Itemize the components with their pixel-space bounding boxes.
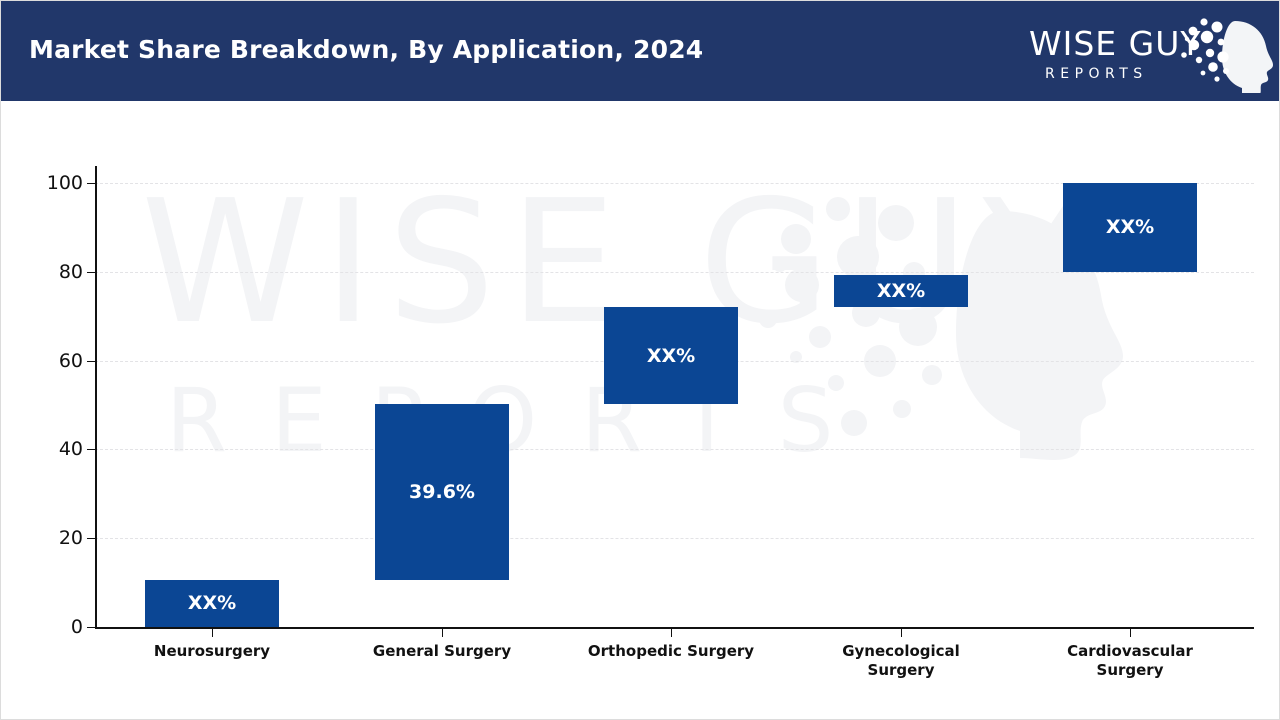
y-tick-label-20: 20	[58, 527, 83, 550]
y-axis-spine	[95, 166, 97, 629]
x-label-line: Surgery	[1096, 660, 1164, 679]
bar-gynecological-surgery[interactable]	[834, 275, 968, 308]
x-axis-spine	[95, 627, 1254, 629]
gridline-100	[95, 183, 1254, 184]
y-tick-label-40: 40	[58, 438, 83, 461]
gridline-20	[95, 538, 1254, 540]
x-tick-general-surgery	[442, 628, 443, 637]
y-tick-0	[87, 627, 96, 628]
bar-orthopedic-surgery[interactable]	[604, 307, 738, 404]
svg-text:WISE GUY: WISE GUY	[1029, 24, 1202, 63]
bar-label-cardiovascular-surgery: XX%	[1105, 216, 1155, 239]
y-tick-60	[87, 360, 96, 362]
bar-label-orthopedic-surgery: XX%	[646, 344, 696, 367]
header-band: Market Share Breakdown, By Application, …	[1, 1, 1279, 101]
x-label-line: Neurosurgery	[153, 642, 271, 660]
y-tick-label-0: 0	[70, 616, 83, 638]
x-label-line: Surgery	[867, 660, 935, 679]
gridline-80	[95, 271, 1254, 273]
bar-general-surgery[interactable]	[375, 404, 509, 580]
page-title: Market Share Breakdown, By Application, …	[29, 35, 704, 64]
x-tick-cardiovascular-surgery	[1130, 628, 1131, 637]
svg-text:REPORTS: REPORTS	[1045, 66, 1148, 82]
bar-label-gynecological-surgery: XX%	[876, 280, 926, 303]
bar-cardiovascular-surgery[interactable]	[1063, 183, 1197, 272]
x-label-line: General Surgery	[372, 642, 512, 660]
bar-label-neurosurgery: XX%	[187, 592, 237, 615]
x-tick-label-orthopedic-surgery: Orthopedic Surgery	[566, 642, 776, 661]
logo-wordmark: WISE GUY REPORTS	[1029, 24, 1202, 82]
x-tick-label-general-surgery: General Surgery	[337, 642, 547, 661]
x-tick-label-neurosurgery: Neurosurgery	[107, 642, 317, 661]
y-tick-80	[87, 271, 96, 273]
x-label-line: Gynecological	[842, 642, 960, 660]
y-tick-100	[87, 183, 96, 184]
bar-label-general-surgery: 39.6%	[409, 480, 475, 503]
y-tick-40	[87, 449, 96, 451]
plot-area: WISE GUY REPORTS	[1, 101, 1279, 719]
y-tick-label-60: 60	[58, 349, 83, 372]
y-tick-20	[87, 538, 96, 540]
x-tick-gynecological-surgery	[901, 628, 902, 637]
gridline-40	[95, 449, 1254, 451]
x-label-line: Orthopedic Surgery	[587, 642, 755, 660]
y-tick-label-80: 80	[58, 260, 83, 283]
x-tick-orthopedic-surgery	[671, 628, 672, 637]
x-tick-label-cardiovascular-surgery: Cardiovascular Surgery	[1025, 642, 1235, 680]
watermark-line2: REPORTS	[166, 369, 877, 472]
bar-neurosurgery[interactable]	[145, 579, 279, 627]
x-label-line: Cardiovascular	[1067, 642, 1193, 660]
x-tick-label-gynecological-surgery: Gynecological Surgery	[796, 642, 1006, 680]
y-tick-label-100: 100	[46, 172, 83, 194]
wise-guy-reports-logo: WISE GUY REPORTS	[1021, 9, 1273, 93]
head-profile-dots-icon	[1181, 18, 1273, 93]
x-tick-neurosurgery	[212, 628, 213, 637]
